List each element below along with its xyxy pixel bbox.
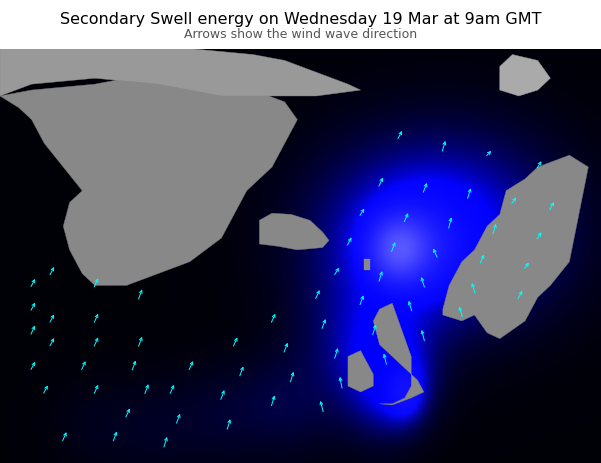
Polygon shape bbox=[348, 350, 373, 392]
Polygon shape bbox=[443, 155, 588, 338]
Polygon shape bbox=[500, 55, 551, 96]
Text: Arrows show the wind wave direction: Arrows show the wind wave direction bbox=[184, 28, 417, 41]
Polygon shape bbox=[260, 213, 329, 250]
Polygon shape bbox=[0, 49, 361, 96]
Text: Secondary Swell energy on Wednesday 19 Mar at 9am GMT: Secondary Swell energy on Wednesday 19 M… bbox=[59, 12, 542, 27]
Polygon shape bbox=[373, 303, 424, 405]
Polygon shape bbox=[0, 78, 297, 285]
Polygon shape bbox=[364, 259, 370, 270]
